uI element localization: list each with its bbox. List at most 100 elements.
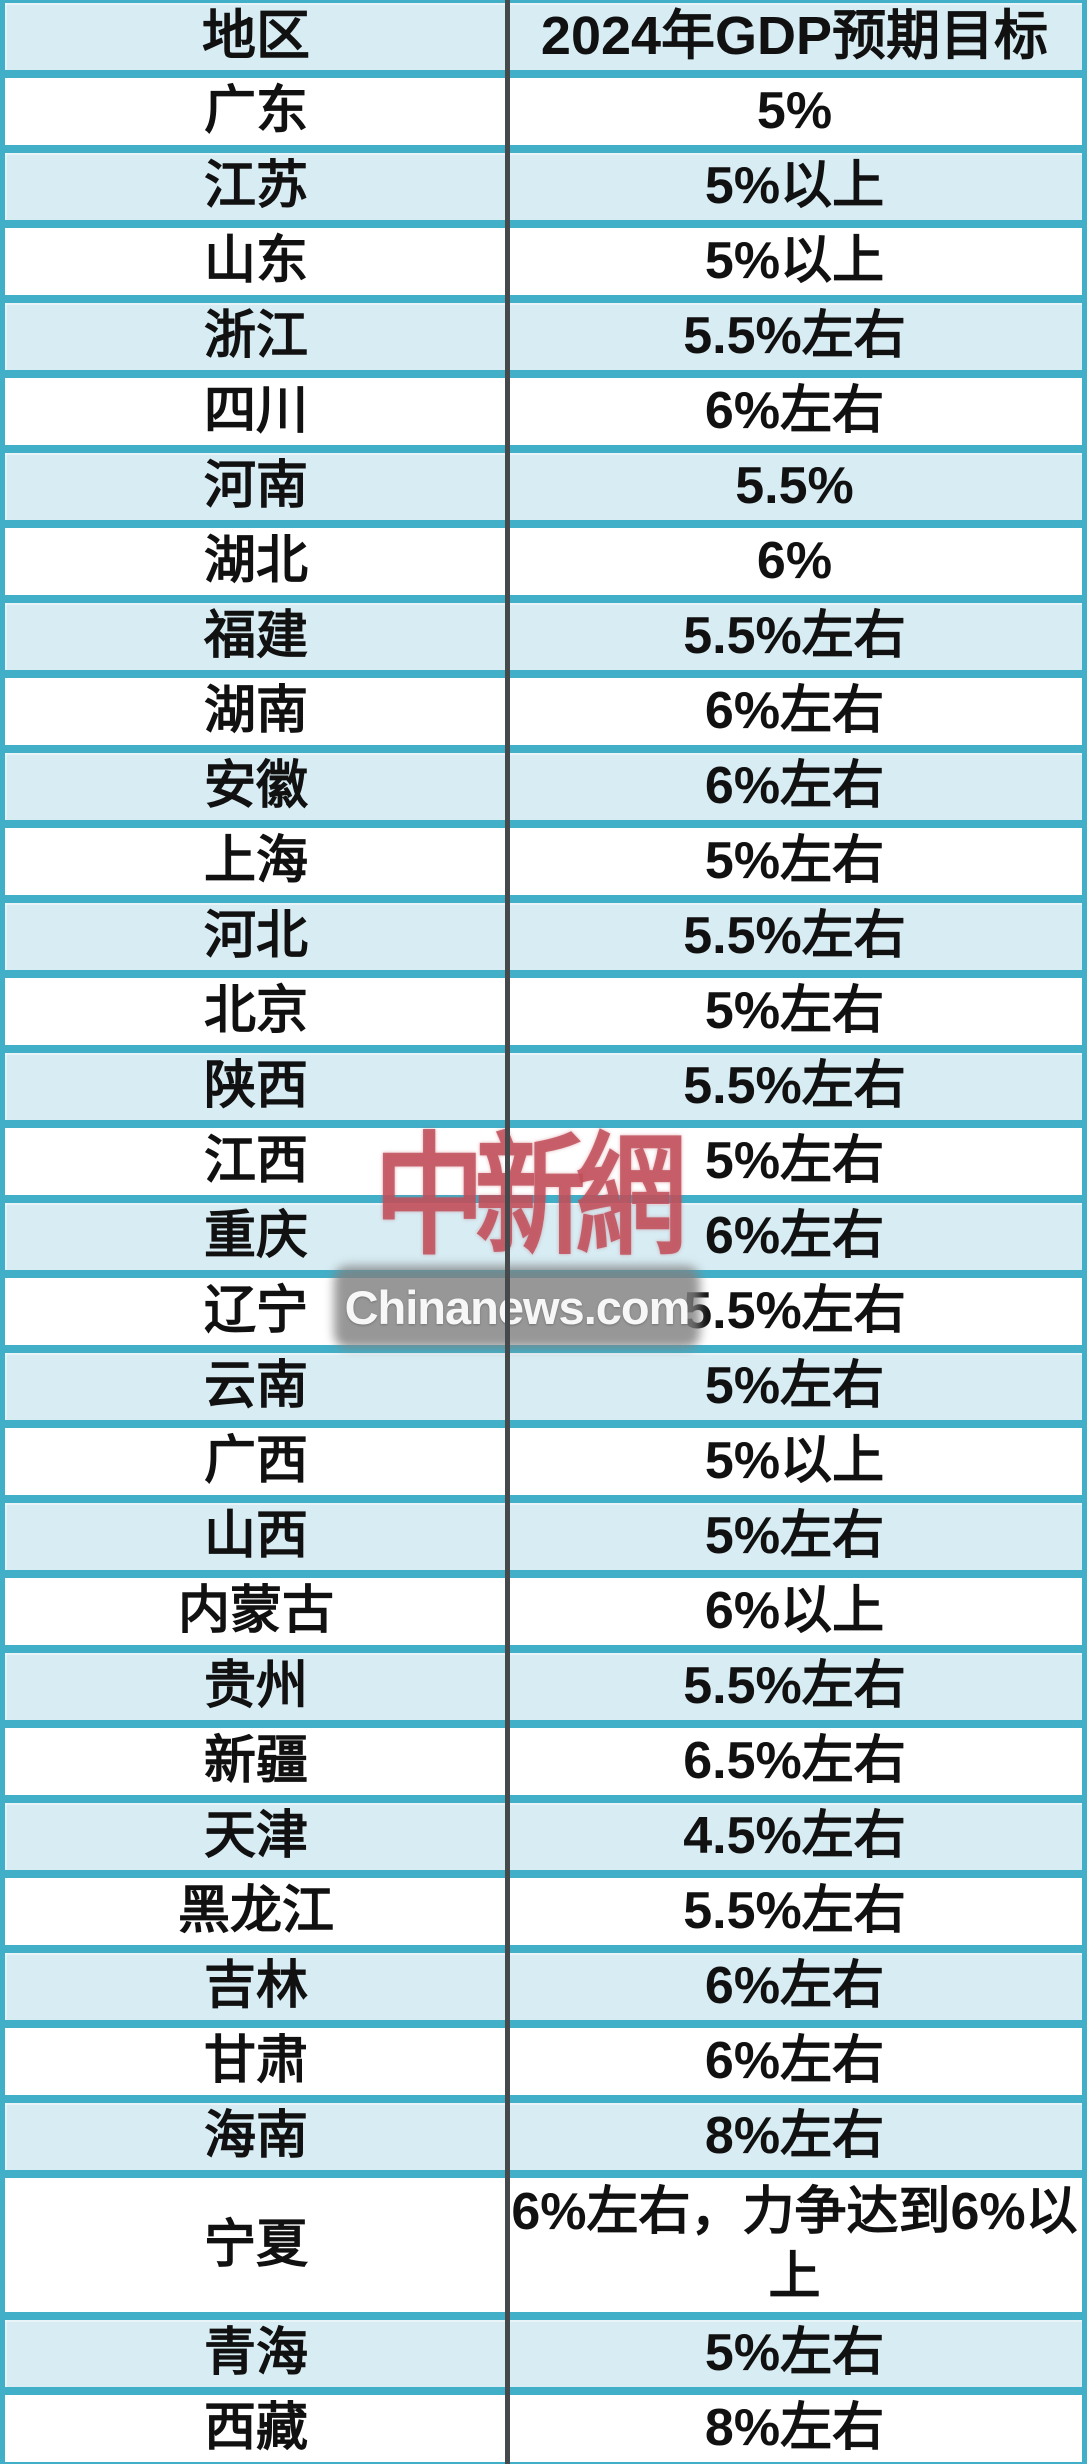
target-header-cell: 2024年GDP预期目标: [540, 5, 1049, 66]
table-row: 云南 5%左右: [5, 1353, 1082, 1420]
target-cell: 5%左右: [704, 832, 885, 890]
region-cell: 海南: [203, 2107, 308, 2165]
region-cell: 湖北: [203, 532, 308, 590]
region-cell: 甘肃: [203, 2032, 308, 2090]
target-cell: 5.5%左右: [683, 907, 906, 965]
table-row: 甘肃 6%左右: [5, 2028, 1082, 2095]
table-row: 广西 5%以上: [5, 1428, 1082, 1495]
table-row: 新疆 6.5%左右: [5, 1728, 1082, 1795]
region-cell: 黑龙江: [177, 1882, 334, 1940]
table-row: 湖南 6%左右: [5, 678, 1082, 745]
target-cell: 5.5%: [735, 457, 854, 515]
target-cell: 8%左右: [704, 2107, 885, 2165]
target-cell: 5%左右: [704, 1357, 885, 1415]
region-cell: 江西: [203, 1132, 308, 1190]
region-cell: 广东: [203, 82, 308, 140]
region-cell: 河南: [203, 457, 308, 515]
region-cell: 福建: [203, 607, 308, 665]
target-cell: 6%: [756, 532, 833, 590]
target-cell: 6%左右: [704, 682, 885, 740]
target-cell: 5%左右: [704, 982, 885, 1040]
table-row: 青海 5%左右: [5, 2320, 1082, 2387]
table-row: 山东 5%以上: [5, 228, 1082, 295]
table-row: 安徽 6%左右: [5, 753, 1082, 820]
region-cell: 江苏: [203, 157, 308, 215]
region-cell: 广西: [203, 1432, 308, 1490]
table-row: 江苏 5%以上: [5, 153, 1082, 220]
target-cell: 5.5%左右: [683, 1282, 906, 1340]
table-row: 黑龙江 5.5%左右: [5, 1878, 1082, 1945]
region-cell: 辽宁: [203, 1282, 308, 1340]
table-row: 山西 5%左右: [5, 1503, 1082, 1570]
region-cell: 贵州: [203, 1657, 308, 1715]
table-row: 河南 5.5%: [5, 453, 1082, 520]
table-row: 江西 5%左右: [5, 1128, 1082, 1195]
table-row: 湖北 6%: [5, 528, 1082, 595]
target-cell: 5.5%左右: [683, 1882, 906, 1940]
table-row: 海南 8%左右: [5, 2103, 1082, 2170]
target-cell: 5%左右: [704, 1132, 885, 1190]
target-cell: 4.5%左右: [683, 1807, 906, 1865]
table-row: 陕西 5.5%左右: [5, 1053, 1082, 1120]
target-cell: 6%左右: [704, 757, 885, 815]
table-row: 内蒙古 6%以上: [5, 1578, 1082, 1645]
target-cell: 5.5%左右: [683, 307, 906, 365]
gdp-table: 地区 2024年GDP预期目标 广东 5% 江苏 5%以上 山东 5%以上 浙江 5.5%左右…: [5, 3, 1082, 2464]
region-cell: 安徽: [203, 757, 308, 815]
region-cell: 山东: [203, 232, 308, 290]
target-cell: 6.5%左右: [683, 1732, 906, 1790]
target-cell: 6%左右: [704, 382, 885, 440]
region-cell: 湖南: [203, 682, 308, 740]
table-header-row: 地区 2024年GDP预期目标: [5, 3, 1082, 70]
region-cell: 浙江: [203, 307, 308, 365]
region-cell: 陕西: [203, 1057, 308, 1115]
region-cell: 宁夏: [203, 2215, 308, 2274]
table-row: 宁夏 6%左右，力争达到6%以上: [5, 2178, 1082, 2312]
table-row: 广东 5%: [5, 78, 1082, 145]
region-cell: 天津: [203, 1807, 308, 1865]
watermark-backdrop: [334, 1266, 700, 1348]
region-cell: 上海: [203, 832, 308, 890]
region-cell: 青海: [203, 2324, 308, 2382]
target-cell: 5%左右: [704, 2324, 885, 2382]
region-cell: 新疆: [203, 1732, 308, 1790]
target-cell: 5.5%左右: [683, 1057, 906, 1115]
target-cell: 5%: [756, 82, 833, 140]
target-cell: 5%以上: [704, 1432, 885, 1490]
target-cell: 5%左右: [704, 1507, 885, 1565]
table-row: 四川 6%左右: [5, 378, 1082, 445]
target-cell: 8%左右: [704, 2399, 885, 2457]
table-row: 贵州 5.5%左右: [5, 1653, 1082, 1720]
table-row: 重庆 6%左右: [5, 1203, 1082, 1270]
table-row: 上海 5%左右: [5, 828, 1082, 895]
region-cell: 云南: [203, 1357, 308, 1415]
target-cell: 6%以上: [704, 1582, 885, 1640]
target-cell: 6%左右，力争达到6%以上: [511, 2183, 1078, 2306]
target-cell: 5.5%左右: [683, 1657, 906, 1715]
target-cell: 6%左右: [704, 1957, 885, 2015]
region-header-cell: 地区: [202, 5, 310, 66]
target-cell: 6%左右: [704, 1207, 885, 1265]
chinanews-site-watermark: Chinanews.com: [344, 1280, 691, 1334]
region-cell: 河北: [203, 907, 308, 965]
target-cell: 5%以上: [704, 157, 885, 215]
region-cell: 内蒙古: [177, 1582, 334, 1640]
target-cell: 5.5%左右: [683, 607, 906, 665]
table-row: 北京 5%左右: [5, 978, 1082, 1045]
table-row: 天津 4.5%左右: [5, 1803, 1082, 1870]
target-cell: 5%以上: [704, 232, 885, 290]
region-cell: 四川: [203, 382, 308, 440]
table-row: 西藏 8%左右: [5, 2395, 1082, 2462]
region-cell: 重庆: [203, 1207, 308, 1265]
target-cell: 6%左右: [704, 2032, 885, 2090]
region-cell: 山西: [203, 1507, 308, 1565]
table-row: 河北 5.5%左右: [5, 903, 1082, 970]
table-row: 浙江 5.5%左右: [5, 303, 1082, 370]
table-row: 吉林 6%左右: [5, 1953, 1082, 2020]
region-cell: 北京: [203, 982, 308, 1040]
region-cell: 吉林: [203, 1957, 308, 2015]
chinanews-logo-watermark: 中新網: [374, 1119, 686, 1274]
table-row: 福建 5.5%左右: [5, 603, 1082, 670]
region-cell: 西藏: [203, 2399, 308, 2457]
